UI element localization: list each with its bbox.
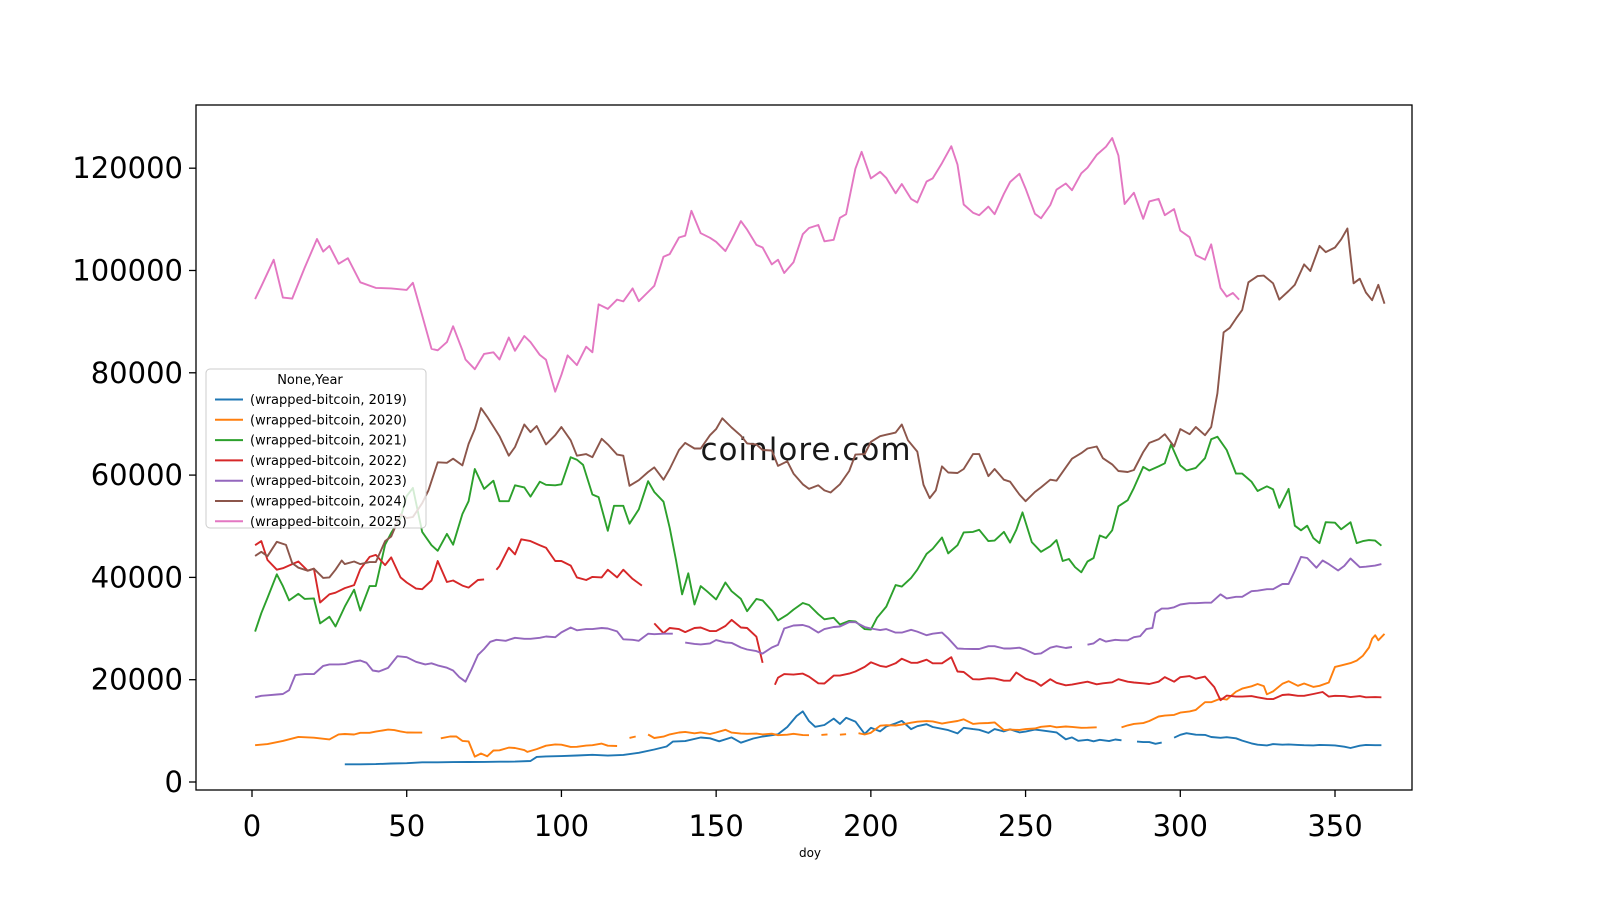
legend-entry-label: (wrapped-bitcoin, 2021) bbox=[250, 434, 407, 449]
x-axis-tick-label: 100 bbox=[534, 809, 589, 843]
plot-border bbox=[195, 104, 1413, 791]
y-axis-tick-label: 80000 bbox=[91, 356, 183, 390]
legend-entry-label: (wrapped-bitcoin, 2019) bbox=[250, 393, 407, 408]
y-axis-tick-label: 100000 bbox=[72, 253, 183, 287]
series-line-2019 bbox=[344, 710, 1382, 766]
y-axis-tick-label: 120000 bbox=[72, 151, 183, 185]
series-line-2025 bbox=[254, 137, 1240, 393]
x-axis-label: doy bbox=[799, 846, 821, 860]
series-line-2023 bbox=[254, 555, 1382, 699]
legend-entry-label: (wrapped-bitcoin, 2023) bbox=[250, 474, 407, 489]
legend-entry-label: (wrapped-bitcoin, 2022) bbox=[250, 454, 407, 469]
series-line-2020 bbox=[255, 633, 1386, 758]
x-axis-tick-label: 250 bbox=[998, 809, 1053, 843]
x-axis-tick-label: 300 bbox=[1153, 809, 1208, 843]
x-axis-tick-label: 350 bbox=[1307, 809, 1362, 843]
legend-title: None,Year bbox=[277, 373, 343, 388]
x-axis-tick-label: 200 bbox=[843, 809, 898, 843]
series-line-2022 bbox=[254, 538, 1382, 702]
series-line-2024 bbox=[254, 227, 1386, 579]
x-axis-tick-label: 50 bbox=[388, 809, 425, 843]
series-lines-group bbox=[254, 137, 1386, 766]
legend-entry-label: (wrapped-bitcoin, 2025) bbox=[250, 515, 407, 530]
y-axis-tick-label: 20000 bbox=[91, 663, 183, 697]
y-axis-tick-label: 60000 bbox=[91, 458, 183, 492]
legend: None,Year (wrapped-bitcoin, 2019) (wrapped… bbox=[205, 368, 427, 530]
legend-entry-label: (wrapped-bitcoin, 2024) bbox=[250, 495, 407, 510]
x-axis-tick-label: 0 bbox=[243, 809, 261, 843]
x-axis-tick-label: 150 bbox=[688, 809, 743, 843]
legend-box bbox=[205, 368, 427, 529]
y-axis-tick-label: 0 bbox=[165, 765, 183, 799]
legend-entry-label: (wrapped-bitcoin, 2020) bbox=[250, 413, 407, 428]
series-line-2021 bbox=[254, 435, 1383, 632]
y-axis-tick-label: 40000 bbox=[91, 560, 183, 594]
